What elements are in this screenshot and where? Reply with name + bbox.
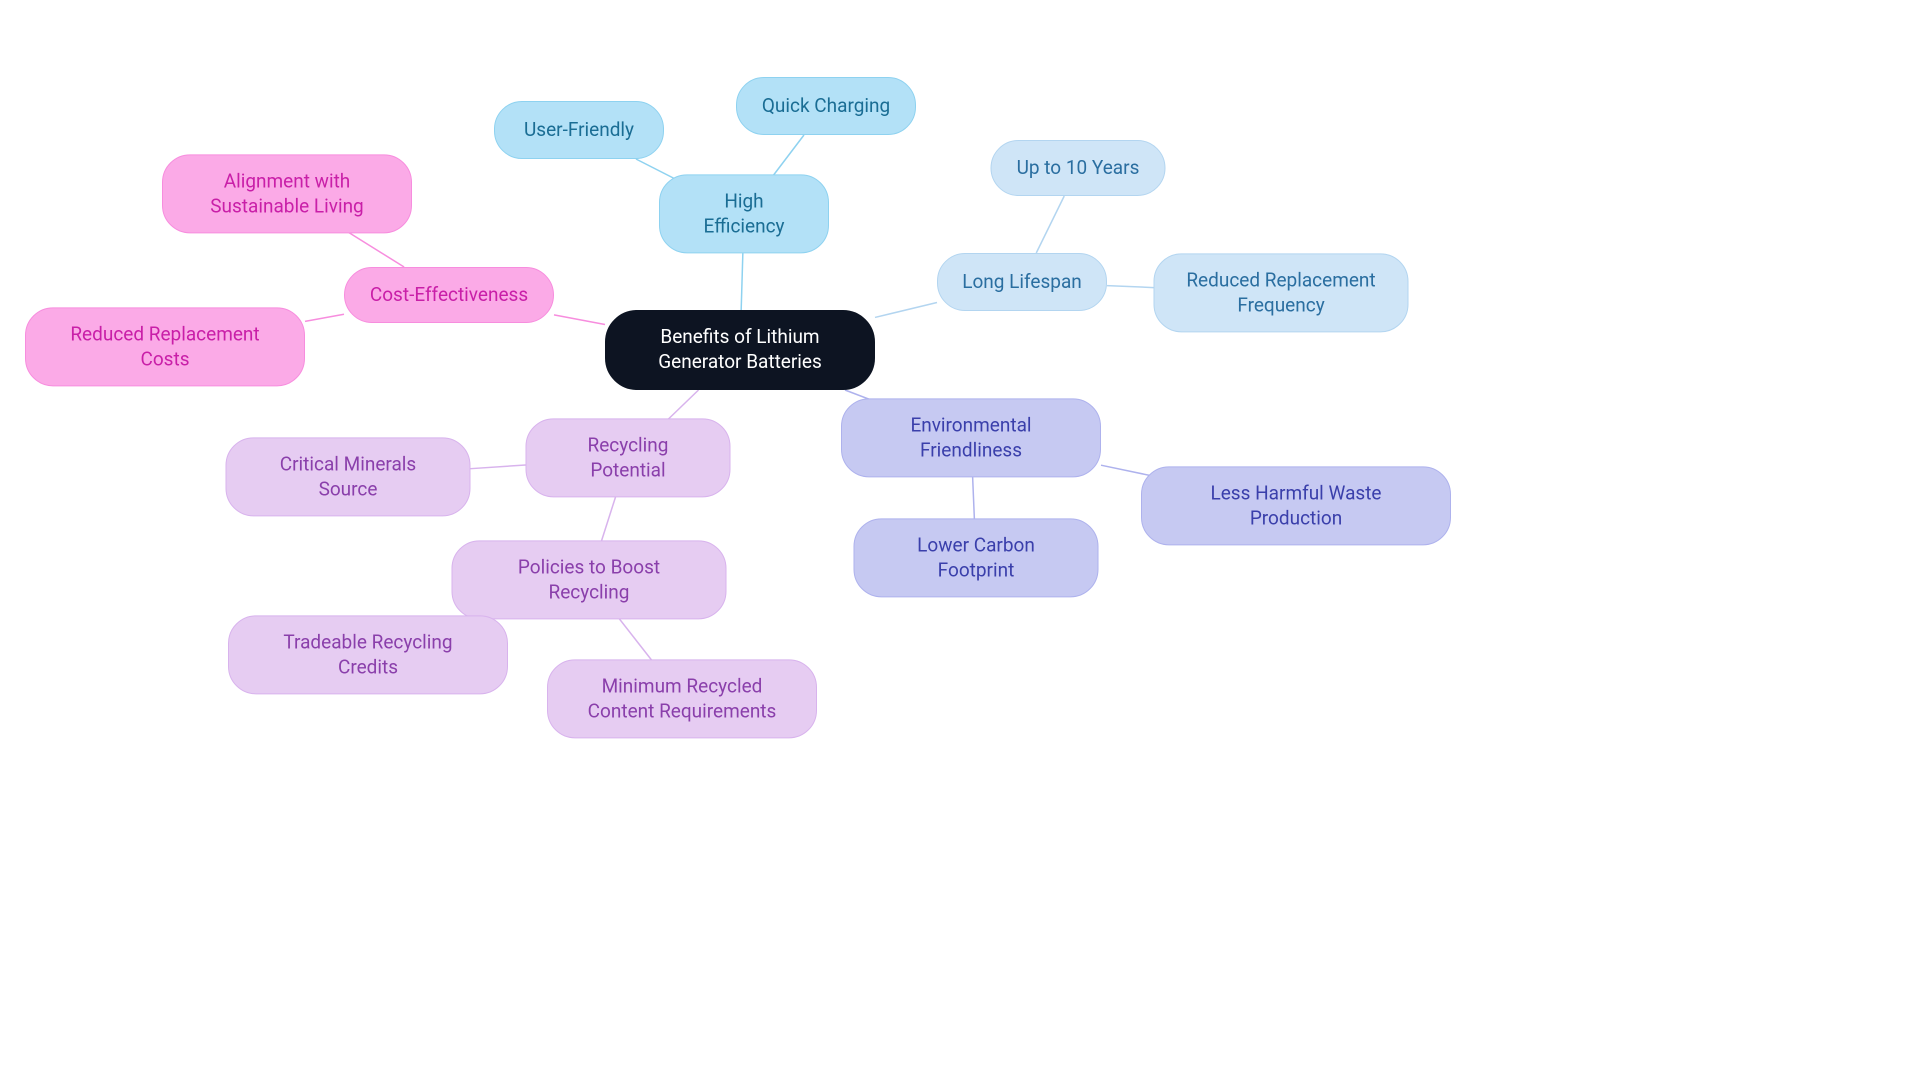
mindmap-node-waste: Less Harmful Waste Production [1141, 466, 1451, 545]
node-label: High Efficiency [684, 189, 804, 238]
node-label: Minimum Recycled Content Requirements [572, 674, 792, 723]
node-label: Tradeable Recycling Credits [253, 630, 483, 679]
mindmap-node-recycling: Recycling Potential [526, 418, 731, 497]
mindmap-node-env-friendly: Environmental Friendliness [841, 398, 1101, 477]
node-label: Lower Carbon Footprint [879, 533, 1074, 582]
mindmap-node-replacement-cost: Reduced Replacement Costs [25, 307, 305, 386]
mindmap-node-policies: Policies to Boost Recycling [452, 540, 727, 619]
node-label: Policies to Boost Recycling [477, 555, 702, 604]
node-label: Benefits of Lithium Generator Batteries [630, 325, 850, 374]
mindmap-node-high-eff: High Efficiency [659, 174, 829, 253]
mindmap-node-root: Benefits of Lithium Generator Batteries [605, 310, 875, 390]
node-label: Alignment with Sustainable Living [187, 169, 387, 218]
edge [554, 315, 605, 325]
mindmap-node-minerals: Critical Minerals Source [226, 437, 471, 516]
node-label: Recycling Potential [551, 433, 706, 482]
mindmap-node-ten-years: Up to 10 Years [991, 140, 1166, 196]
mindmap-node-credits: Tradeable Recycling Credits [228, 615, 508, 694]
node-label: Long Lifespan [962, 270, 1082, 295]
node-label: Quick Charging [762, 94, 890, 119]
mindmap-node-quick-charging: Quick Charging [736, 77, 916, 135]
node-label: Less Harmful Waste Production [1166, 481, 1426, 530]
mindmap-node-min-content: Minimum Recycled Content Requirements [547, 659, 817, 738]
mindmap-node-long-lifespan: Long Lifespan [937, 253, 1107, 311]
node-label: Reduced Replacement Costs [50, 322, 280, 371]
edge [1036, 196, 1064, 253]
edge [1107, 286, 1154, 288]
edge [875, 302, 937, 317]
edge [305, 314, 344, 321]
mindmap-node-cost-eff: Cost-Effectiveness [344, 267, 554, 323]
mindmap-node-carbon: Lower Carbon Footprint [854, 518, 1099, 597]
node-label: Environmental Friendliness [866, 413, 1076, 462]
edge [471, 465, 526, 469]
node-label: Critical Minerals Source [251, 452, 446, 501]
node-label: Cost-Effectiveness [370, 283, 528, 308]
node-label: Reduced Replacement Frequency [1179, 268, 1384, 317]
mindmap-node-user-friendly: User-Friendly [494, 101, 664, 159]
node-label: Up to 10 Years [1017, 156, 1140, 181]
mindmap-node-reduced-freq: Reduced Replacement Frequency [1154, 253, 1409, 332]
node-label: User-Friendly [524, 118, 634, 143]
mindmap-node-sustainable: Alignment with Sustainable Living [162, 154, 412, 233]
edge [347, 232, 404, 268]
